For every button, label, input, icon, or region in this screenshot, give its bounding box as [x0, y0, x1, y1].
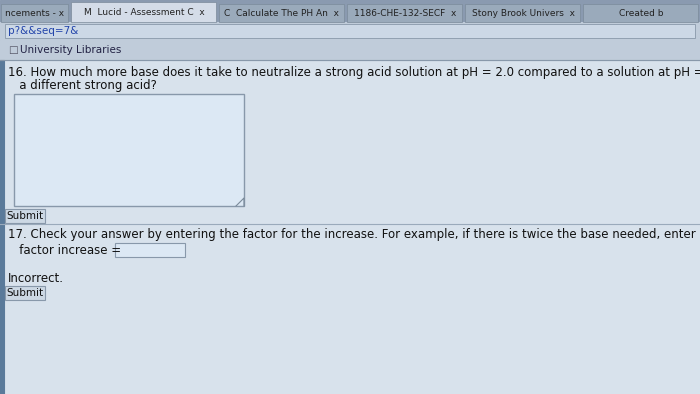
Text: Submit: Submit	[6, 288, 43, 298]
Bar	[347, 4, 462, 22]
Text: 16. How much more base does it take to neutralize a strong acid solution at pH =: 16. How much more base does it take to n…	[8, 66, 700, 79]
Bar	[71, 2, 216, 22]
Text: ncements - x: ncements - x	[6, 9, 64, 17]
Text: Stony Brook Univers  x: Stony Brook Univers x	[472, 9, 575, 17]
Bar	[0, 40, 700, 60]
Bar	[5, 24, 695, 38]
Bar	[0, 22, 700, 40]
Bar	[0, 60, 700, 394]
Text: a different strong acid?: a different strong acid?	[8, 79, 157, 92]
Bar	[5, 209, 45, 223]
Bar	[14, 94, 244, 206]
Text: factor increase =: factor increase =	[8, 244, 121, 257]
Bar	[219, 4, 344, 22]
Text: Incorrect.: Incorrect.	[8, 272, 64, 285]
Text: Submit: Submit	[6, 211, 43, 221]
Text: □: □	[8, 45, 18, 55]
Text: p?&&seq=7&: p?&&seq=7&	[8, 26, 78, 36]
Bar	[0, 0, 700, 22]
Text: M  Lucid - Assessment C  x: M Lucid - Assessment C x	[83, 7, 204, 17]
Text: University Libraries: University Libraries	[20, 45, 121, 55]
Bar	[5, 286, 45, 300]
Text: C  Calculate The PH An  x: C Calculate The PH An x	[225, 9, 340, 17]
Text: Created b: Created b	[619, 9, 664, 17]
Bar	[115, 243, 185, 257]
Bar	[583, 4, 698, 22]
Bar	[1, 4, 68, 22]
Bar	[465, 4, 580, 22]
Text: 1186-CHE-132-SECF  x: 1186-CHE-132-SECF x	[354, 9, 456, 17]
Bar	[0, 60, 4, 394]
Text: 17. Check your answer by entering the factor for the increase. For example, if t: 17. Check your answer by entering the fa…	[8, 228, 700, 241]
